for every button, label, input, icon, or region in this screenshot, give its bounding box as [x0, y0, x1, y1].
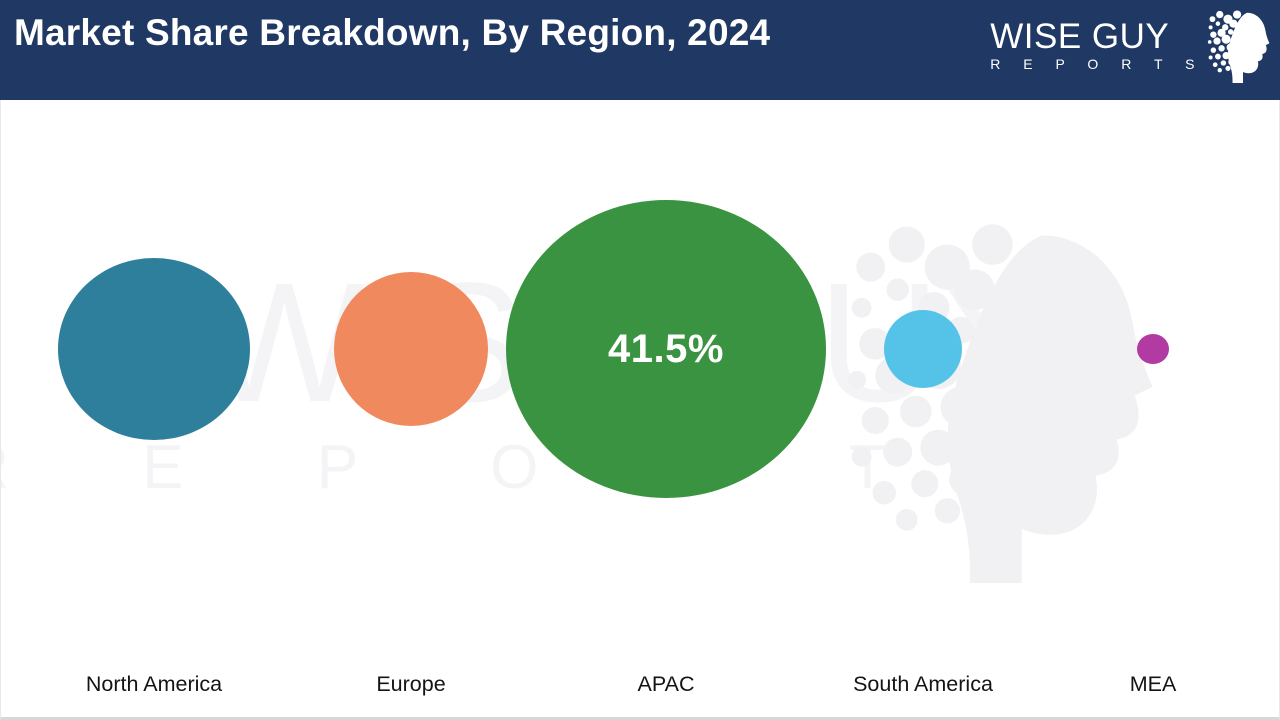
- logo-wordmark: WISE GUY: [990, 17, 1170, 56]
- wise-guy-reports-logo: WISE GUY R E P O R T S: [990, 8, 1270, 83]
- category-label-mea: MEA: [1129, 672, 1177, 696]
- bubble-south-america: [884, 310, 962, 388]
- category-label-south-america: South America: [853, 672, 993, 696]
- logo-text: WISE GUY R E P O R T S: [990, 19, 1204, 72]
- logo-head-icon: [1207, 10, 1270, 83]
- page-title: Market Share Breakdown, By Region, 2024: [14, 12, 771, 53]
- bubble-north-america: [58, 258, 250, 440]
- bubble-chart: North America Europe 41.5% APAC South Americ…: [1, 100, 1279, 717]
- bubble-apac: 41.5%: [506, 200, 826, 498]
- bubble-europe: [334, 272, 488, 426]
- bubble-value-label: 41.5%: [608, 326, 724, 371]
- header: Market Share Breakdown, By Region, 2024 …: [0, 0, 1280, 100]
- category-label-europe: Europe: [376, 672, 446, 696]
- chart-panel: WISE GUY R E P O R T S North AmericaEuro…: [0, 100, 1280, 720]
- bubble-mea: [1137, 334, 1169, 364]
- logo-subtext: R E P O R T S: [990, 56, 1204, 72]
- category-label-north-america: North America: [85, 672, 223, 696]
- category-label-apac: APAC: [637, 672, 695, 696]
